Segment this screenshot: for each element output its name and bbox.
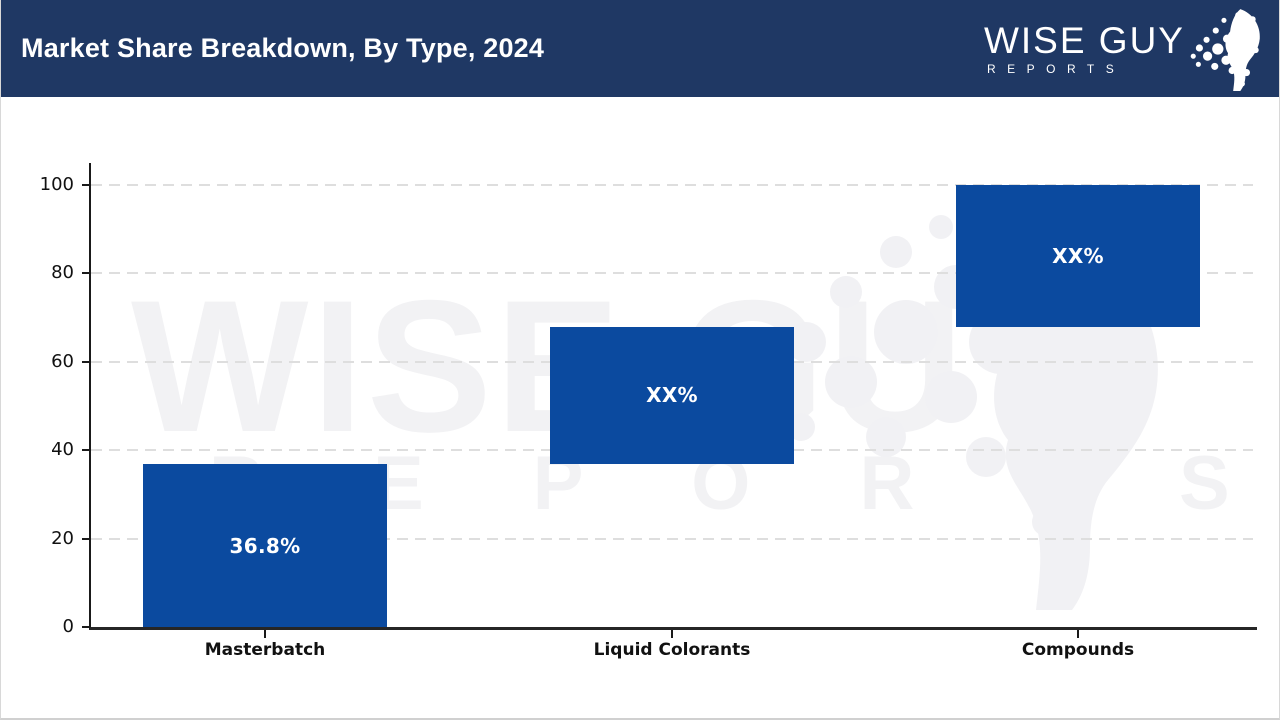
bar-segment: XX% — [550, 326, 794, 465]
y-tick-mark — [82, 449, 90, 452]
x-tick-mark — [671, 630, 673, 638]
bar-value-label: XX% — [646, 383, 698, 408]
chart-title: Market Share Breakdown, By Type, 2024 — [21, 33, 545, 63]
y-tick-mark — [82, 184, 90, 187]
wise-guy-reports-logo: WISE GUY REPORTS — [984, 5, 1265, 93]
y-gridline — [91, 272, 1253, 275]
logo-text: WISE GUY REPORTS — [984, 22, 1185, 75]
y-tick-label: 100 — [39, 174, 74, 196]
y-tick-mark — [82, 360, 90, 363]
logo-subtitle: REPORTS — [986, 62, 1126, 76]
y-tick-mark — [82, 272, 90, 275]
y-tick-label: 60 — [51, 350, 74, 372]
y-tick-label: 20 — [51, 527, 74, 549]
bar-value-label: XX% — [1052, 243, 1104, 268]
y-tick-label: 80 — [51, 262, 74, 284]
x-tick-mark — [264, 630, 266, 638]
y-tick-label: 40 — [51, 439, 74, 461]
x-axis-label: Masterbatch — [204, 640, 326, 660]
x-axis-label: Compounds — [1021, 640, 1135, 660]
header-bar: Market Share Breakdown, By Type, 2024 WI… — [1, 0, 1279, 97]
wise-guy-face-icon — [1190, 8, 1260, 91]
x-tick-mark — [1077, 630, 1079, 638]
y-gridline — [91, 184, 1253, 187]
bar-value-label: 36.8% — [229, 533, 301, 558]
y-tick-mark — [82, 626, 90, 628]
bar-segment: 36.8% — [143, 464, 387, 627]
y-tick-label: 0 — [62, 616, 74, 637]
y-gridline — [91, 537, 1253, 540]
bar-segment: XX% — [956, 185, 1200, 327]
y-tick-mark — [82, 537, 90, 540]
x-axis-label: Liquid Colorants — [593, 640, 751, 660]
logo-wordmark: WISE GUY — [983, 20, 1185, 61]
